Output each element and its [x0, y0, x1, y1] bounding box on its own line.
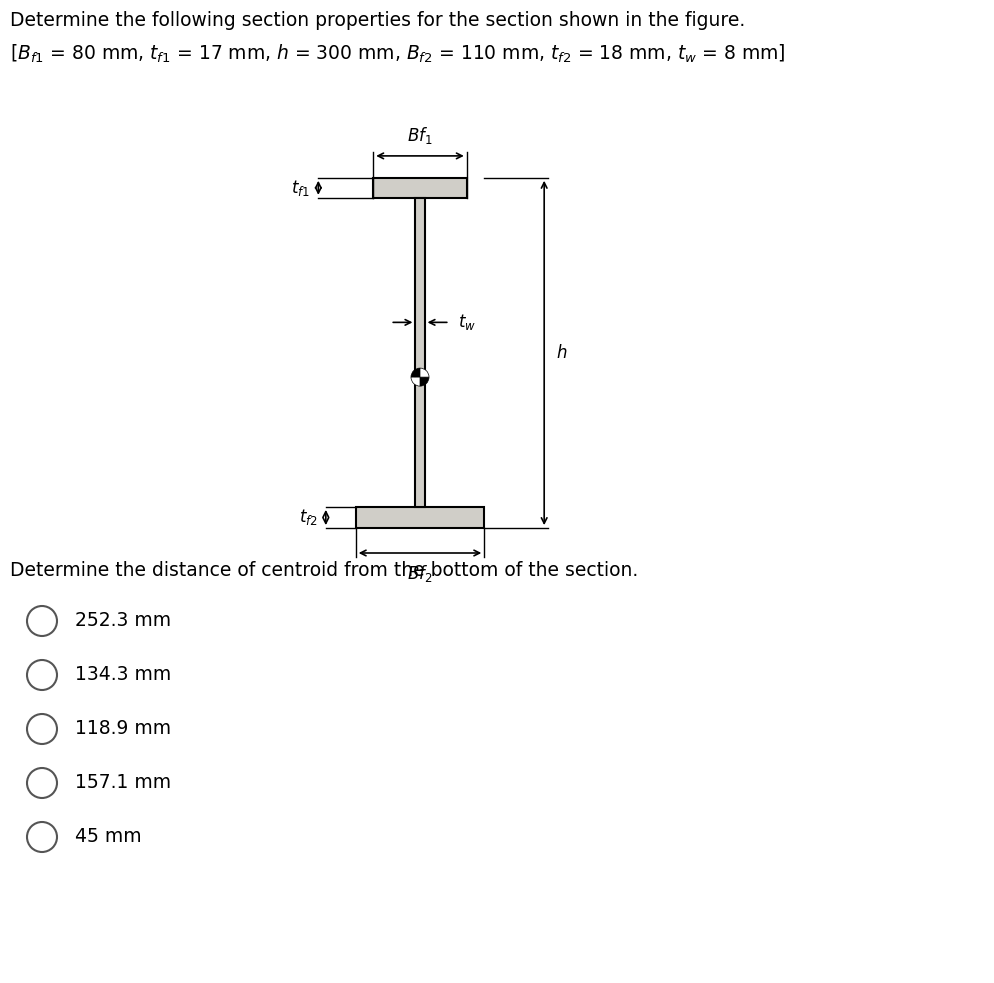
- Wedge shape: [411, 368, 419, 377]
- Text: 252.3 mm: 252.3 mm: [75, 611, 171, 630]
- Text: 157.1 mm: 157.1 mm: [75, 774, 171, 792]
- Text: Determine the following section properties for the section shown in the figure.: Determine the following section properti…: [10, 11, 745, 30]
- Text: $t_{f1}$: $t_{f1}$: [291, 178, 310, 198]
- Text: 45 mm: 45 mm: [75, 828, 141, 846]
- Text: $t_w$: $t_w$: [457, 313, 475, 332]
- Text: $Bf_2$: $Bf_2$: [407, 563, 432, 584]
- Text: $h$: $h$: [556, 344, 567, 362]
- Wedge shape: [411, 377, 419, 386]
- Text: $t_{f2}$: $t_{f2}$: [298, 507, 317, 528]
- Text: 134.3 mm: 134.3 mm: [75, 665, 171, 684]
- Bar: [356, 507, 484, 528]
- Bar: [373, 178, 466, 198]
- Text: Determine the distance of centroid from the bottom of the section.: Determine the distance of centroid from …: [10, 561, 637, 580]
- Text: [$B_{f1}$ = 80 mm, $t_{f1}$ = 17 mm, $h$ = 300 mm, $B_{f2}$ = 110 mm, $t_{f2}$ =: [$B_{f1}$ = 80 mm, $t_{f1}$ = 17 mm, $h$…: [10, 43, 784, 65]
- Bar: [414, 198, 424, 507]
- Wedge shape: [419, 368, 428, 377]
- Wedge shape: [419, 377, 428, 386]
- Text: $Bf_1$: $Bf_1$: [407, 125, 432, 145]
- Text: 118.9 mm: 118.9 mm: [75, 720, 171, 738]
